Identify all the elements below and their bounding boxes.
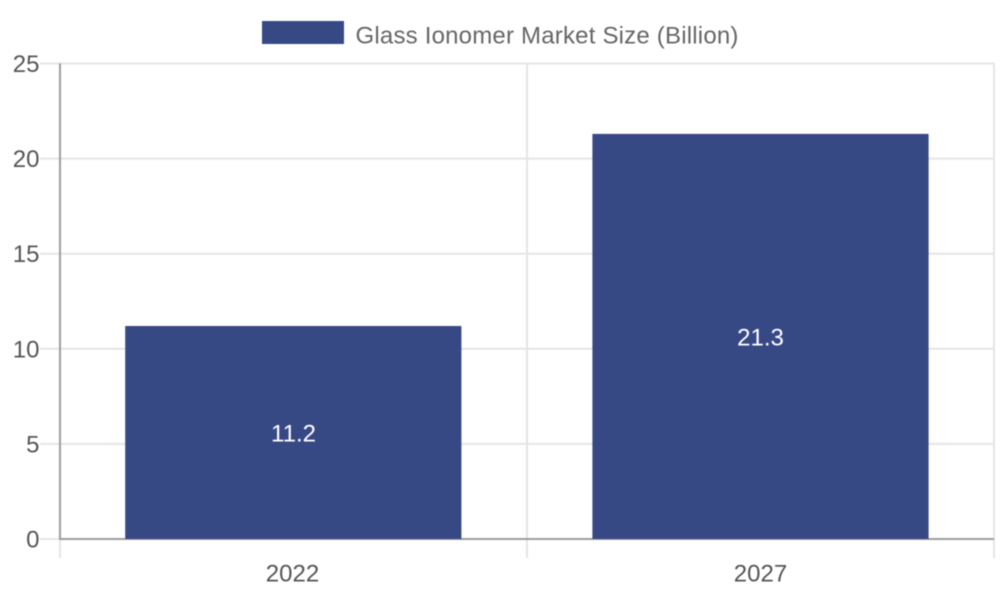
svg-text:10: 10 [13,336,40,363]
svg-text:25: 25 [13,51,40,78]
svg-text:20: 20 [13,146,40,173]
svg-text:Glass Ionomer Market Size (Bil: Glass Ionomer Market Size (Billion) [356,23,739,50]
svg-text:0: 0 [26,527,39,554]
svg-text:5: 5 [26,431,39,458]
svg-text:2027: 2027 [734,561,787,588]
svg-text:2022: 2022 [266,561,319,588]
svg-text:21.3: 21.3 [737,325,784,352]
svg-text:15: 15 [13,241,40,268]
svg-text:11.2: 11.2 [271,421,316,448]
